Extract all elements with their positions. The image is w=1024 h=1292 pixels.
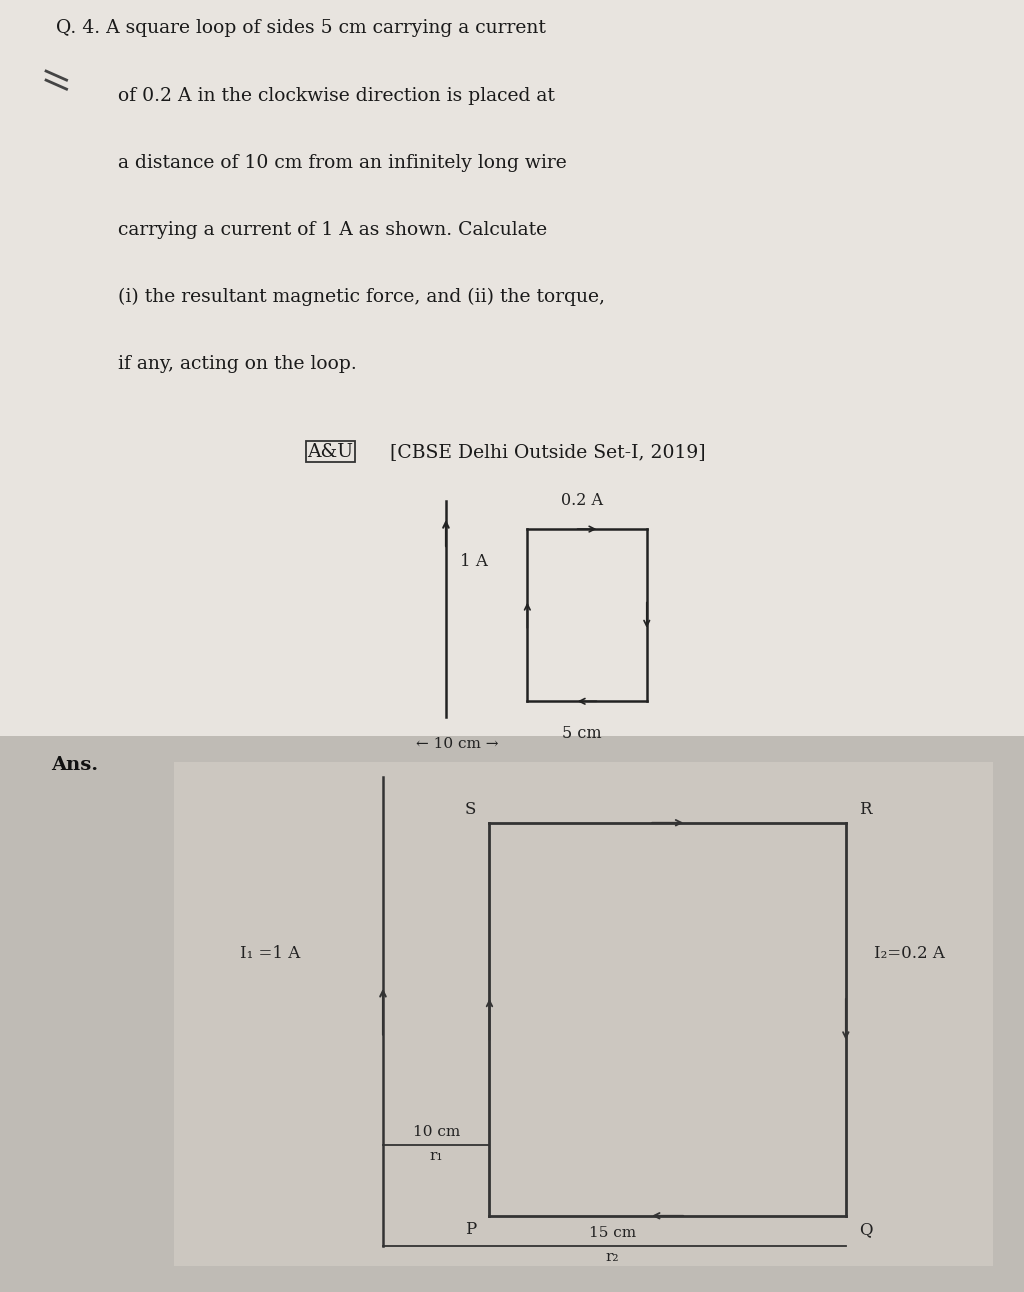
Text: I₁ =1 A: I₁ =1 A <box>240 946 300 963</box>
Bar <box>0 736 1024 1292</box>
Text: Q. 4. A square loop of sides 5 cm carrying a current: Q. 4. A square loop of sides 5 cm carryi… <box>56 19 546 37</box>
Text: 5 cm: 5 cm <box>562 725 601 743</box>
Text: 10 cm: 10 cm <box>413 1125 460 1138</box>
Text: if any, acting on the loop.: if any, acting on the loop. <box>118 355 356 373</box>
Text: ← 10 cm →: ← 10 cm → <box>416 738 499 752</box>
Bar <box>0 0 1024 736</box>
Text: 0.2 A: 0.2 A <box>560 492 603 509</box>
Text: S: S <box>465 801 476 818</box>
Text: r₁: r₁ <box>429 1149 443 1163</box>
Text: of 0.2 A in the clockwise direction is placed at: of 0.2 A in the clockwise direction is p… <box>118 87 555 105</box>
Text: Ans.: Ans. <box>51 756 98 774</box>
Text: P: P <box>465 1221 476 1238</box>
Text: (i) the resultant magnetic force, and (ii) the torque,: (i) the resultant magnetic force, and (i… <box>118 288 605 306</box>
Text: Q: Q <box>859 1221 872 1238</box>
Text: carrying a current of 1 A as shown. Calculate: carrying a current of 1 A as shown. Calc… <box>118 221 547 239</box>
Text: 1 A: 1 A <box>460 553 487 570</box>
Text: a distance of 10 cm from an infinitely long wire: a distance of 10 cm from an infinitely l… <box>118 154 566 172</box>
Text: I₂=0.2 A: I₂=0.2 A <box>874 946 945 963</box>
Text: [CBSE Delhi Outside Set-I, 2019]: [CBSE Delhi Outside Set-I, 2019] <box>384 443 706 461</box>
Text: R: R <box>859 801 871 818</box>
Text: r₂: r₂ <box>605 1249 620 1264</box>
Bar <box>174 762 993 1266</box>
Text: A&U: A&U <box>307 443 353 461</box>
Text: 15 cm: 15 cm <box>589 1226 636 1239</box>
